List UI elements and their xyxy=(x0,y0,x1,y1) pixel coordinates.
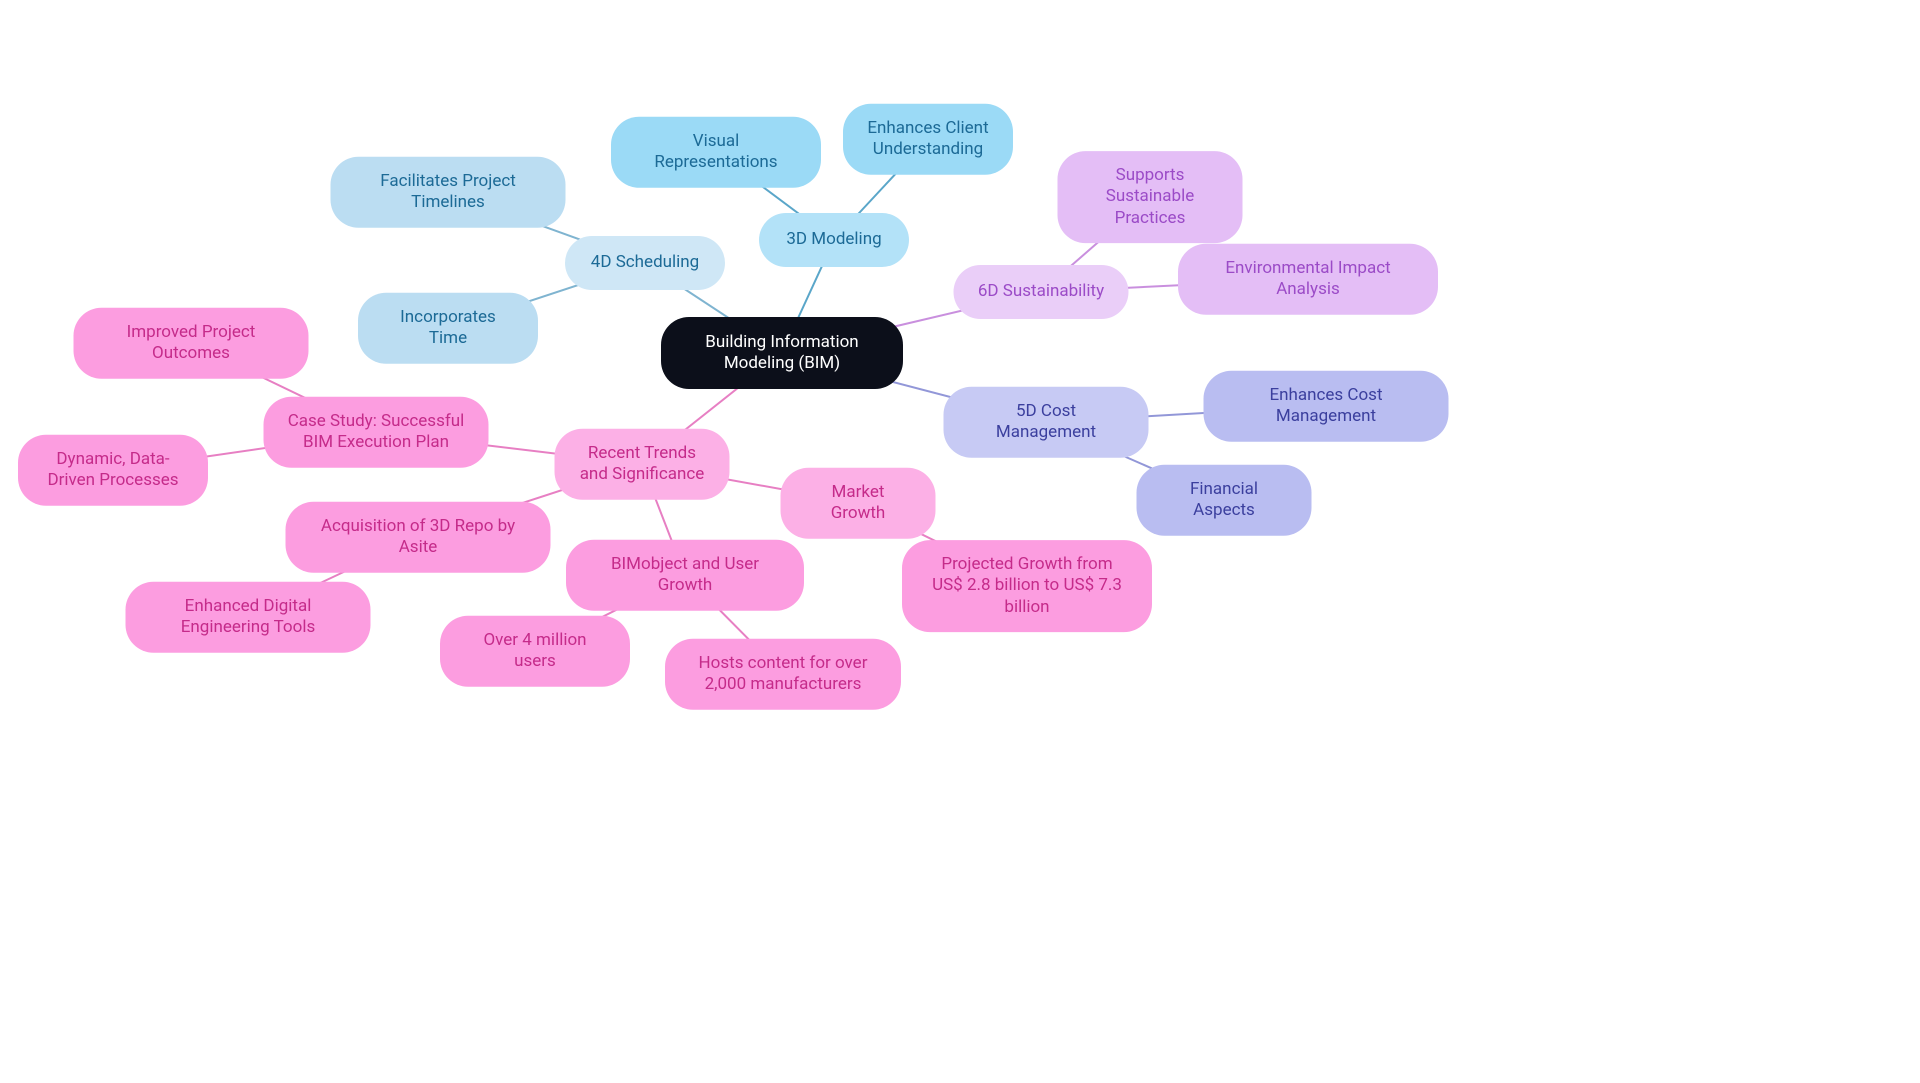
mindmap-node-6d_sus: Supports Sustainable Practices xyxy=(1058,151,1243,243)
mindmap-node-acq_tools: Enhanced Digital Engineering Tools xyxy=(126,582,371,653)
mindmap-node-4d_time: Incorporates Time xyxy=(358,293,538,364)
mindmap-node-market: Market Growth xyxy=(781,468,936,539)
mindmap-node-3d_cli: Enhances Client Understanding xyxy=(843,104,1013,175)
mindmap-node-4d_fac: Facilitates Project Timelines xyxy=(331,157,566,228)
mindmap-node-6d: 6D Sustainability xyxy=(954,265,1129,319)
mindmap-node-root: Building Information Modeling (BIM) xyxy=(661,317,903,389)
mindmap-node-3d: 3D Modeling xyxy=(759,213,909,267)
mindmap-node-acq: Acquisition of 3D Repo by Asite xyxy=(286,502,551,573)
mindmap-node-5d_fin: Financial Aspects xyxy=(1137,465,1312,536)
mindmap-node-bimobj_users: Over 4 million users xyxy=(440,616,630,687)
mindmap-node-case_dyn: Dynamic, Data-Driven Processes xyxy=(18,435,208,506)
mindmap-node-6d_env: Environmental Impact Analysis xyxy=(1178,244,1438,315)
mindmap-node-5d: 5D Cost Management xyxy=(944,387,1149,458)
mindmap-node-bimobj: BIMobject and User Growth xyxy=(566,540,804,611)
mindmap-node-4d: 4D Scheduling xyxy=(565,236,725,290)
mindmap-node-trends: Recent Trends and Significance xyxy=(555,429,730,500)
mindmap-node-5d_cost: Enhances Cost Management xyxy=(1204,371,1449,442)
mindmap-node-case_out: Improved Project Outcomes xyxy=(74,308,309,379)
mindmap-node-case: Case Study: Successful BIM Execution Pla… xyxy=(264,397,489,468)
mindmap-node-market_proj: Projected Growth from US$ 2.8 billion to… xyxy=(902,540,1152,632)
mindmap-node-bimobj_mfr: Hosts content for over 2,000 manufacture… xyxy=(665,639,901,710)
mindmap-node-3d_vis: Visual Representations xyxy=(611,117,821,188)
